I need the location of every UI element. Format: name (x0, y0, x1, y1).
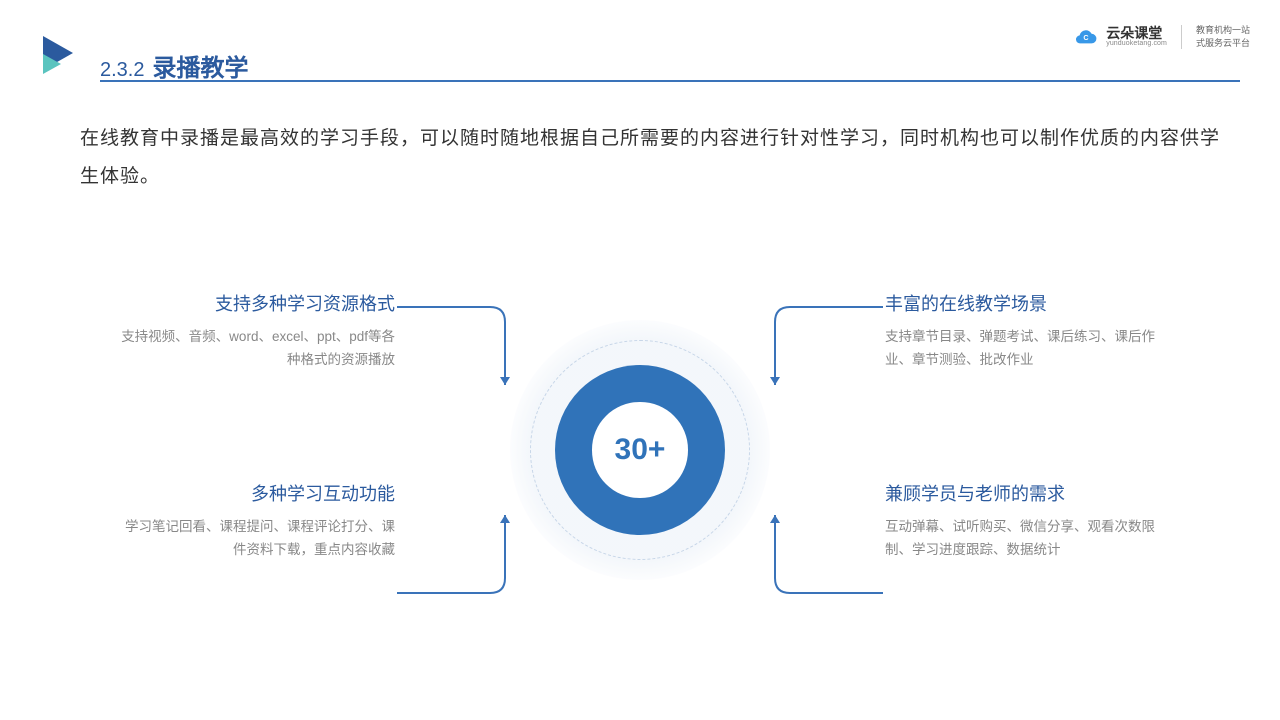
intro-paragraph: 在线教育中录播是最高效的学习手段，可以随时随地根据自己所需要的内容进行针对性学习… (80, 120, 1220, 196)
section-icon (35, 30, 81, 81)
feature-title: 丰富的在线教学场景 (885, 290, 1165, 316)
feature-bottom-right: 兼顾学员与老师的需求 互动弹幕、试听购买、微信分享、观看次数限制、学习进度跟踪、… (885, 480, 1165, 562)
section-title-text: 录播教学 (152, 48, 248, 83)
feature-desc: 支持章节目录、弹题考试、课后练习、课后作业、章节测验、批改作业 (885, 326, 1165, 372)
feature-desc: 支持视频、音频、word、excel、ppt、pdf等各种格式的资源播放 (115, 326, 395, 372)
svg-text:C: C (1084, 33, 1089, 42)
logo-tagline-l2: 式服务云平台 (1196, 37, 1250, 50)
logo-tagline: 教育机构一站 式服务云平台 (1196, 24, 1250, 49)
feature-title: 支持多种学习资源格式 (115, 290, 395, 316)
logo-url: yunduoketang.com (1106, 40, 1167, 47)
cloud-icon: C (1074, 28, 1098, 46)
ring-inner: 30+ (592, 402, 687, 497)
feature-top-right: 丰富的在线教学场景 支持章节目录、弹题考试、课后练习、课后作业、章节测验、批改作… (885, 290, 1165, 372)
logo-tagline-l1: 教育机构一站 (1196, 24, 1250, 37)
logo-divider (1181, 25, 1182, 49)
feature-top-left: 支持多种学习资源格式 支持视频、音频、word、excel、ppt、pdf等各种… (115, 290, 395, 372)
feature-title: 兼顾学员与老师的需求 (885, 480, 1165, 506)
logo-text: 云朵课堂 yunduoketang.com (1106, 26, 1167, 47)
feature-diagram: 30+ 支持多种学习资源格式 支持视频、音频、word、excel、ppt、pd… (0, 250, 1280, 650)
center-ring: 30+ (510, 320, 770, 580)
ring-outer: 30+ (555, 365, 725, 535)
feature-title: 多种学习互动功能 (115, 480, 395, 506)
ring-value: 30+ (615, 433, 666, 467)
logo-name: 云朵课堂 (1106, 26, 1167, 40)
feature-desc: 互动弹幕、试听购买、微信分享、观看次数限制、学习进度跟踪、数据统计 (885, 516, 1165, 562)
feature-desc: 学习笔记回看、课程提问、课程评论打分、课件资料下载，重点内容收藏 (115, 516, 395, 562)
logo: C 云朵课堂 yunduoketang.com 教育机构一站 式服务云平台 (1074, 24, 1250, 49)
section-title: 2.3.2 录播教学 (100, 48, 248, 83)
section-number: 2.3.2 (100, 59, 144, 82)
feature-bottom-left: 多种学习互动功能 学习笔记回看、课程提问、课程评论打分、课件资料下载，重点内容收… (115, 480, 395, 562)
header-divider (100, 80, 1240, 82)
